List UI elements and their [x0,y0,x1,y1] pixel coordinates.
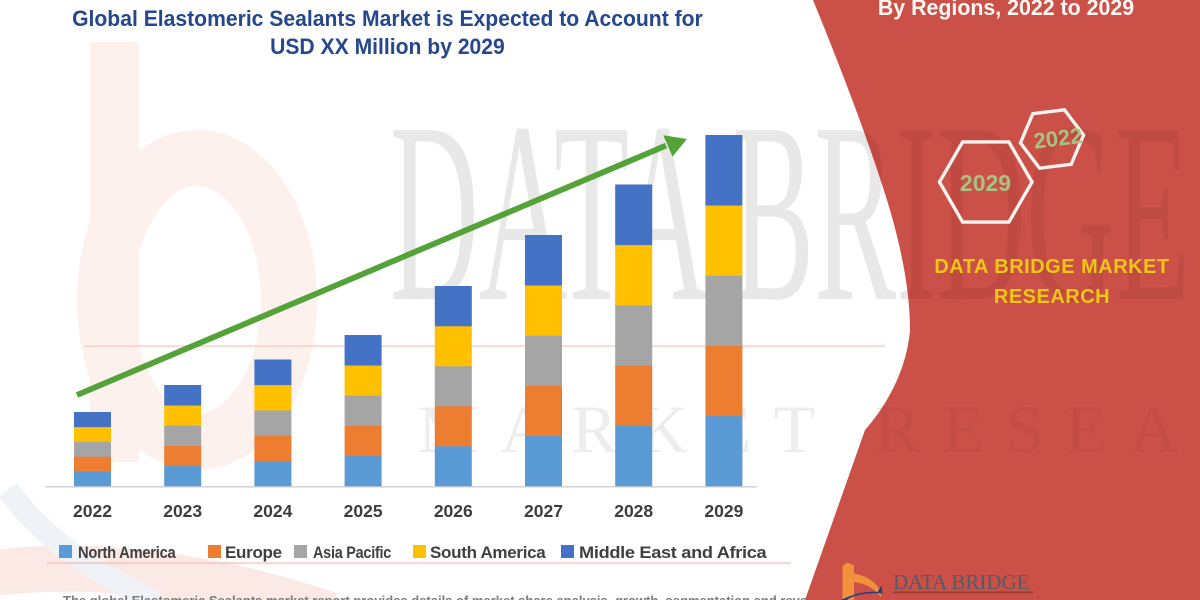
svg-text:2029: 2029 [960,170,1011,196]
svg-text:2022: 2022 [1032,123,1084,154]
svg-text:DATA BRIDGE: DATA BRIDGE [893,570,1030,594]
